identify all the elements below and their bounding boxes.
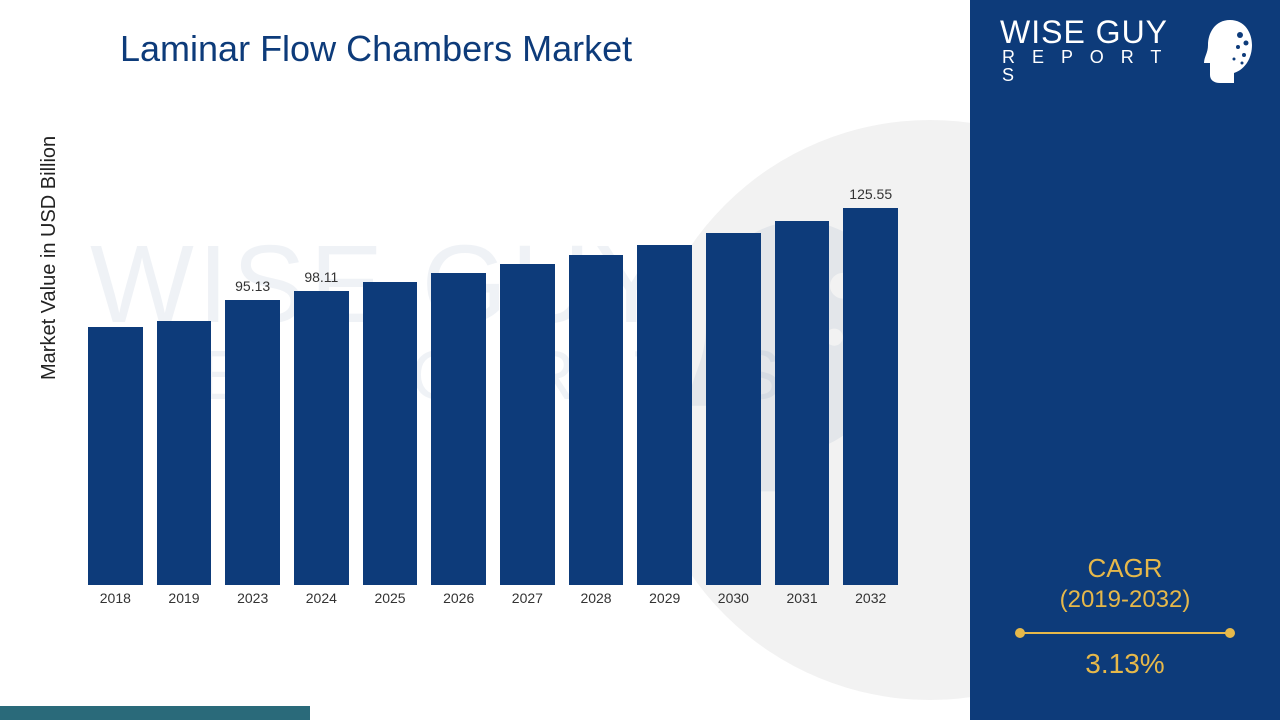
bar-rect [88,327,143,585]
cagr-divider [1020,632,1230,634]
bar-2029 [637,245,692,586]
x-tick-label: 2019 [157,590,212,606]
x-tick-label: 2024 [294,590,349,606]
bar-2028 [569,255,624,585]
x-tick-label: 2018 [88,590,143,606]
head-profile-icon [1200,15,1260,85]
bottom-accent-bar [0,706,310,720]
bar-2019 [157,321,212,585]
x-tick-label: 2028 [569,590,624,606]
bar-rect [843,208,898,585]
logo-line2: R E P O R T S [1000,48,1196,84]
bar-rect [637,245,692,586]
x-tick-label: 2032 [843,590,898,606]
bar-rect [500,264,555,585]
bar-2023: 95.13 [225,300,280,585]
bar-rect [775,221,830,586]
x-tick-label: 2029 [637,590,692,606]
bar-2031 [775,221,830,586]
cagr-label: CAGR [1000,553,1250,584]
cagr-summary: CAGR (2019-2032) 3.13% [1000,553,1250,680]
brand-logo: WISE GUY R E P O R T S [1000,15,1260,85]
cagr-period: (2019-2032) [1000,586,1250,614]
bar-rect [431,273,486,585]
cagr-value: 3.13% [1000,648,1250,680]
x-tick-label: 2023 [225,590,280,606]
bar-2027 [500,264,555,585]
x-tick-label: 2030 [706,590,761,606]
x-axis-labels: 2018 2019 2023 2024 2025 2026 2027 2028 2029 2030… [88,590,898,606]
bar-2024: 98.11 [294,291,349,585]
bar-2032: 125.55 [843,208,898,585]
bar-value-label: 95.13 [235,278,270,294]
bar-value-label: 98.11 [304,269,338,285]
x-tick-label: 2026 [431,590,486,606]
bar-rect [706,233,761,586]
bar-chart: 95.13 98.11 125.55 [88,165,898,585]
bar-value-label: 125.55 [849,186,892,202]
bar-2026 [431,273,486,585]
bar-rect [569,255,624,585]
logo-line1: WISE GUY [1000,16,1196,48]
bar-rect [363,282,418,585]
bar-rect [294,291,349,585]
bar-2025 [363,282,418,585]
bar-rect [157,321,212,585]
x-tick-label: 2027 [500,590,555,606]
x-tick-label: 2025 [363,590,418,606]
chart-title: Laminar Flow Chambers Market [120,28,632,70]
bar-rect [225,300,280,585]
x-tick-label: 2031 [775,590,830,606]
y-axis-label: Market Value in USD Billion [38,136,61,380]
bar-2018 [88,327,143,585]
bar-2030 [706,233,761,586]
